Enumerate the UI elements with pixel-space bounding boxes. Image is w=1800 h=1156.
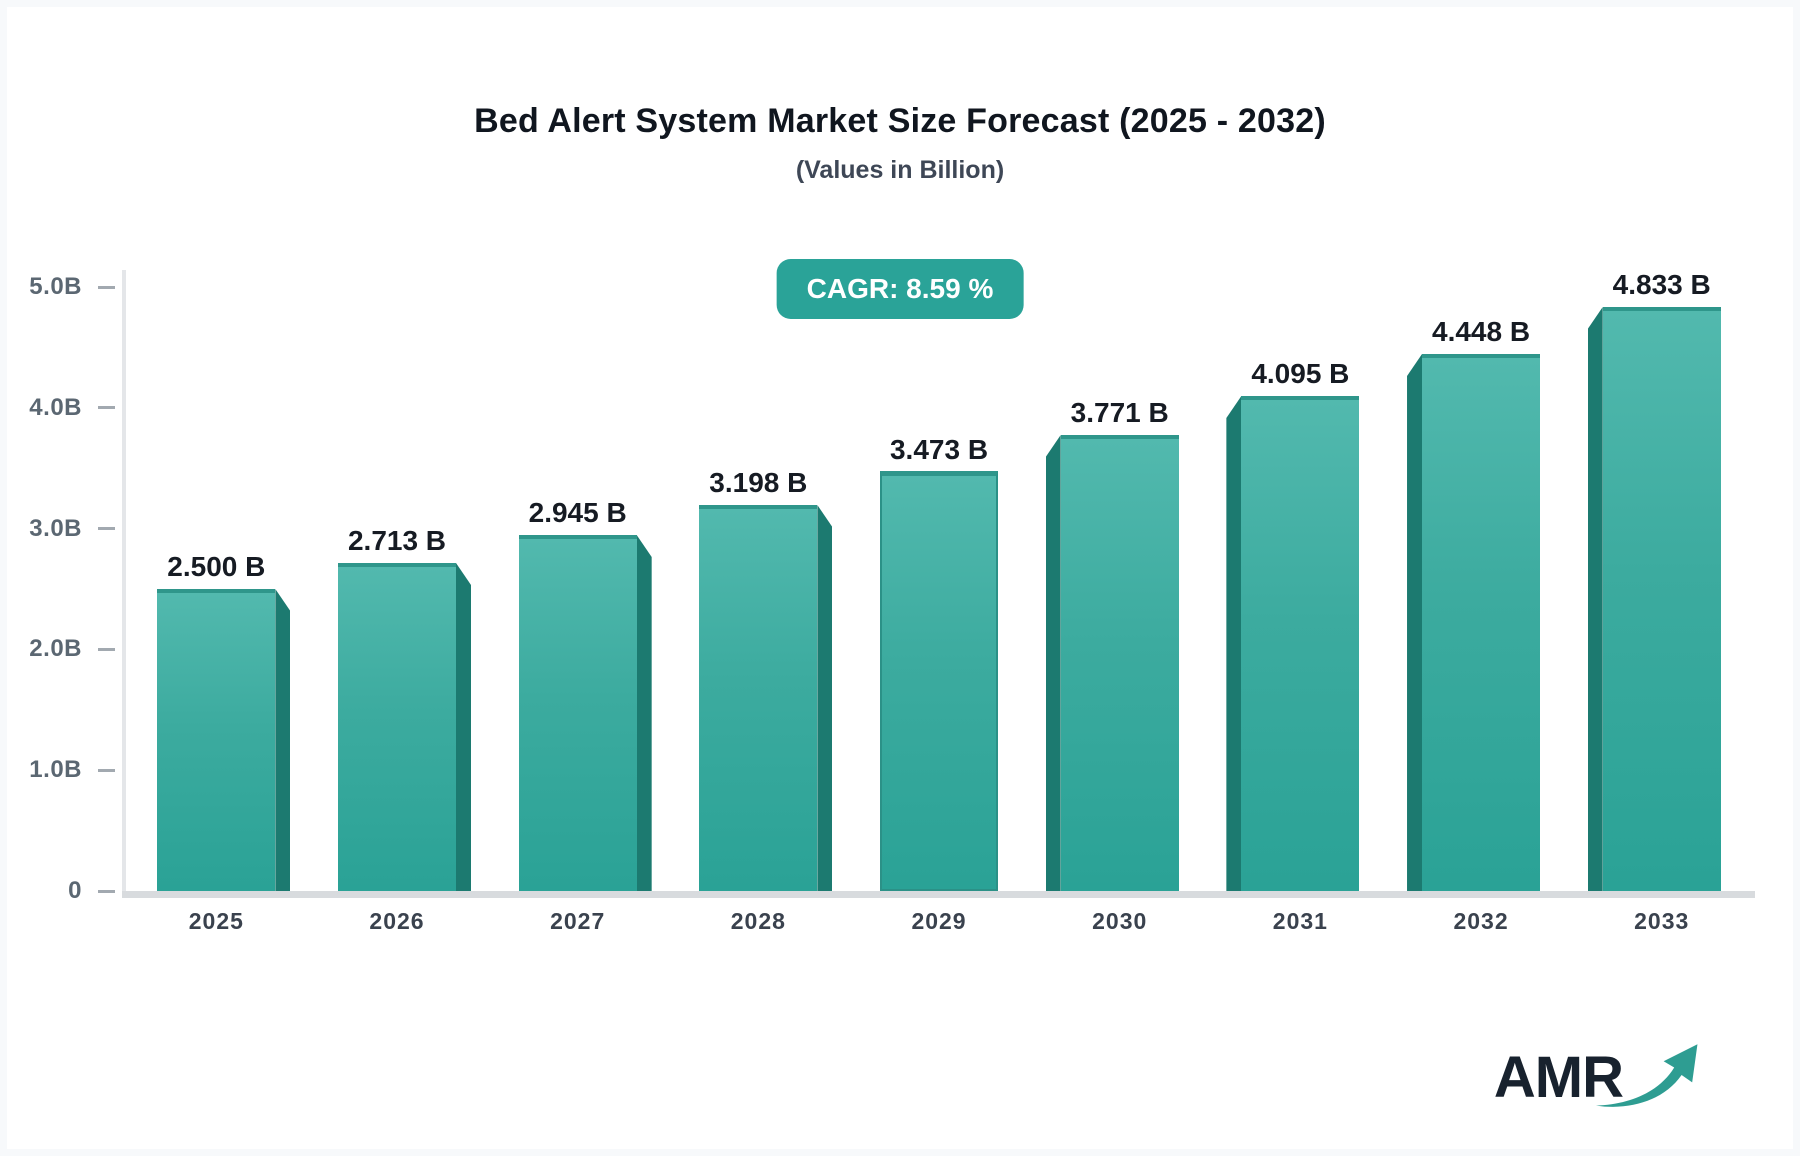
y-tick-dash [98, 889, 115, 893]
y-axis-tick: 3.0B [29, 515, 119, 543]
chart-subtitle: (Values in Billion) [795, 156, 1005, 184]
bar-column: 4.833 B [1571, 269, 1752, 891]
bar-2032: 4.448 B [1407, 316, 1541, 891]
y-tick-dash [98, 647, 115, 651]
growth-arrow-icon [1595, 1044, 1698, 1107]
bar-column: 3.198 B [668, 287, 849, 891]
bar-depth-side [1407, 354, 1423, 891]
x-axis-baseline [122, 891, 1755, 898]
y-axis-line [122, 270, 126, 898]
bar-2029: 3.473 B [880, 434, 999, 891]
bar-column: 3.473 B [849, 287, 1030, 891]
bar-column: 2.500 B [126, 287, 307, 891]
bar-2025: 2.500 B [157, 551, 291, 891]
bar-depth-side [817, 505, 833, 891]
cagr-badge: CAGR: 8.59 % [776, 259, 1024, 319]
bar-column: 3.771 B [1029, 287, 1210, 891]
plot-area: 2.500 B 2.713 B 2.945 B 3.198 B 3.473 B 3.771… [126, 269, 1752, 891]
bar-value-label: 3.771 B [1070, 397, 1169, 428]
bar-depth-side [275, 589, 291, 891]
y-tick-label: 3.0B [29, 514, 82, 542]
x-axis-label: 2028 [730, 908, 786, 934]
amr-logo-text: AMR [1493, 1045, 1624, 1110]
y-tick-dash [98, 285, 115, 289]
bar-value-label: 3.473 B [889, 434, 989, 465]
x-axis-label: 2029 [911, 908, 967, 934]
bar-depth-side [636, 535, 652, 891]
amr-logo: AMR [1494, 1039, 1711, 1107]
y-tick-label: 2.0B [29, 635, 82, 663]
bar-2027: 2.945 B [518, 497, 652, 891]
x-axis-label: 2030 [1092, 908, 1148, 934]
bar-value-label: 2.500 B [167, 551, 266, 582]
y-tick-label: 0 [68, 877, 82, 904]
y-tick-label: 4.0B [29, 393, 82, 421]
bar-value-label: 4.833 B [1612, 269, 1711, 300]
x-axis-label: 2031 [1272, 908, 1328, 934]
y-axis-tick: 2.0B [29, 635, 119, 663]
y-axis-tick: 4.0B [29, 394, 119, 422]
bar-value-label: 4.095 B [1251, 358, 1350, 389]
bar-column: 4.448 B [1391, 287, 1572, 891]
bar-2031: 4.095 B [1226, 358, 1360, 891]
bar-value-label: 2.945 B [528, 497, 627, 528]
bar-column: 2.945 B [487, 287, 668, 891]
bar-2026: 2.713 B [338, 525, 471, 891]
bar-2028: 3.198 B [699, 467, 833, 891]
y-axis: 5.0B 4.0B 3.0B 2.0B 1.0B 0 [7, 273, 119, 904]
y-tick-label: 5.0B [29, 273, 82, 300]
bar-depth-side [1226, 396, 1242, 891]
y-tick-dash [98, 768, 115, 772]
bar-2030: 3.771 B [1045, 397, 1179, 891]
y-tick-dash [98, 527, 115, 531]
bar-depth-side [456, 563, 471, 891]
y-axis-tick: 1.0B [29, 756, 119, 784]
bar-column: 2.713 B [307, 287, 488, 891]
bar-2033: 4.833 B [1587, 269, 1721, 891]
y-axis-tick: 5.0B [29, 273, 119, 301]
bar-depth-side [1045, 435, 1061, 891]
y-tick-dash [98, 406, 115, 410]
y-tick-label: 1.0B [29, 756, 82, 784]
x-axis-label: 2033 [1634, 908, 1690, 934]
y-axis-tick: 0 [68, 877, 119, 905]
x-axis-label: 2032 [1453, 908, 1509, 934]
x-axis-labels: 2025 2026 2027 2028 2029 2030 2031 2032 2033 [126, 908, 1752, 935]
bar-value-label: 2.713 B [347, 525, 447, 556]
x-axis-label: 2027 [550, 908, 606, 934]
bar-value-label: 4.448 B [1431, 316, 1531, 347]
bar-column: 4.095 B [1210, 287, 1391, 891]
bar-value-label: 3.198 B [709, 467, 808, 498]
chart-title: Bed Alert System Market Size Forecast (2… [474, 102, 1326, 140]
x-axis-label: 2025 [188, 908, 244, 934]
bar-depth-side [1587, 307, 1603, 891]
x-axis-label: 2026 [369, 908, 425, 934]
